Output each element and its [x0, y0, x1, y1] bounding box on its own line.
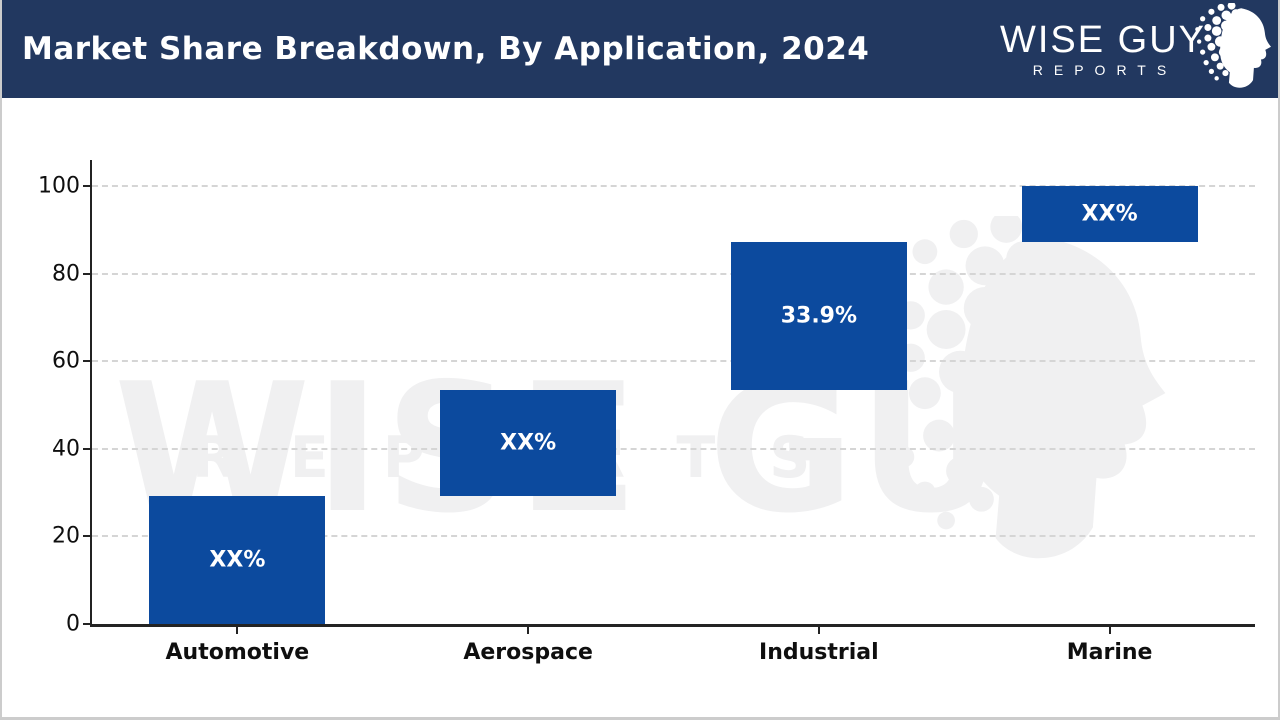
y-axis-tick-40: [83, 447, 90, 450]
gridline-y-80: [92, 272, 1255, 275]
gridline-y-60: [92, 360, 1255, 363]
gridline-y-40: [92, 447, 1255, 450]
logo-wordmark: WISE GUY REPORTS: [1000, 21, 1206, 78]
x-axis-tick: [236, 627, 239, 634]
bar-value-label: XX%: [500, 430, 557, 456]
bar-marine: [1021, 186, 1198, 242]
header: Market Share Breakdown, By Application, …: [2, 0, 1278, 98]
bar-value-label: XX%: [1081, 201, 1138, 227]
y-axis-tick-label-60: 60: [52, 348, 80, 374]
y-axis-tick-100: [83, 185, 90, 188]
y-axis-tick-label-100: 100: [38, 173, 80, 199]
plot-area: 0 20 40 60 80 100 XX% Automotive XX% Aerospace 33.…: [38, 160, 1255, 665]
y-axis-tick-60: [83, 360, 90, 363]
y-axis-tick-0: [83, 623, 90, 625]
y-axis-tick-label-80: 80: [52, 261, 80, 287]
y-axis-tick-label-20: 20: [52, 523, 80, 549]
y-axis-tick-80: [83, 272, 90, 275]
bar-aerospace: [440, 390, 617, 496]
bar-industrial: [730, 241, 907, 391]
x-axis-tick: [1108, 627, 1111, 634]
y-axis-tick-20: [83, 535, 90, 538]
bar-value-label: XX%: [209, 547, 266, 573]
bar-automotive: [149, 495, 326, 624]
y-axis-tick-label-40: 40: [52, 436, 80, 462]
x-axis-tick: [527, 627, 530, 634]
x-axis-category-label: Marine: [1066, 640, 1153, 665]
x-axis-category-label: Industrial: [759, 640, 879, 665]
wiseguy-logo: WISE GUY REPORTS: [1000, 3, 1278, 95]
gridline-y-100: [92, 185, 1255, 188]
x-axis-category-label: Automotive: [165, 640, 310, 665]
logo-wordmark-line2: REPORTS: [1032, 61, 1178, 78]
y-axis-tick-label-0: 0: [66, 611, 80, 637]
x-axis-tick: [817, 627, 820, 634]
logo-wordmark-line1: WISE GUY: [999, 18, 1206, 61]
x-axis-category-label: Aerospace: [463, 640, 593, 665]
bar-value-label: 33.9%: [780, 303, 858, 329]
chart-title: Market Share Breakdown, By Application, …: [22, 31, 870, 67]
gridline-y-20: [92, 535, 1255, 538]
